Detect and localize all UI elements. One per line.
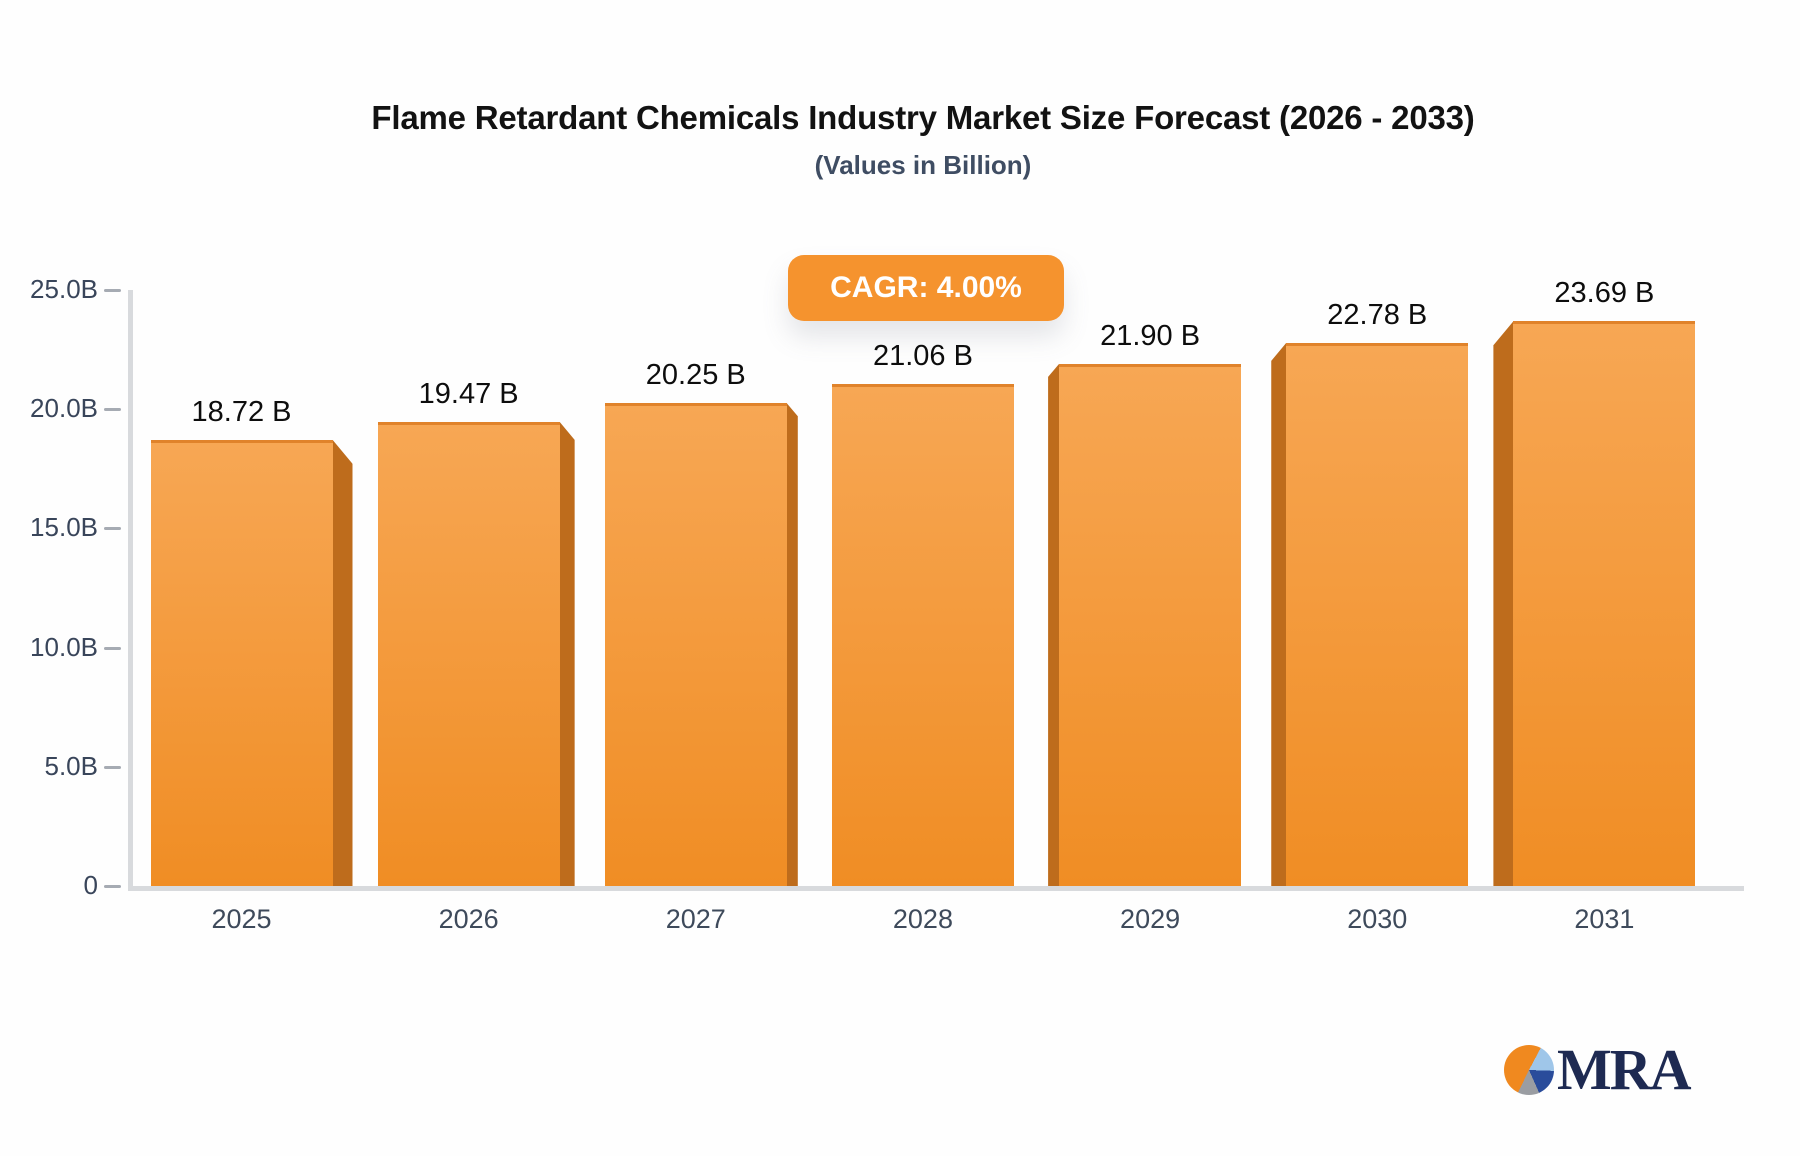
bar-value-label: 19.47 B: [418, 377, 519, 410]
y-tick-label: 0: [83, 870, 98, 900]
x-axis-category-label: 2025: [211, 904, 272, 934]
bar: [1513, 321, 1696, 886]
chart-header: Flame Retardant Chemicals Industry Marke…: [46, 98, 1800, 181]
y-tick-mark: [104, 408, 121, 412]
bar-3d-side: [1048, 363, 1060, 886]
bar-value-label: 21.90 B: [1100, 319, 1201, 352]
y-tick-mark: [104, 885, 121, 888]
bar: [150, 439, 333, 886]
y-tick-mark: [104, 289, 121, 292]
x-axis-line: [128, 886, 1744, 891]
bar: [377, 421, 560, 886]
bar-3d-side: [332, 439, 353, 886]
bar-3d-side: [1493, 321, 1514, 886]
bar-value-label: 23.69 B: [1554, 277, 1655, 310]
y-tick-mark: [104, 765, 121, 769]
brand-logo: MRA: [1504, 1037, 1692, 1102]
x-axis-category-label: 2029: [1120, 904, 1181, 934]
bar-value-label: 22.78 B: [1327, 298, 1428, 331]
y-tick-label: 10.0B: [30, 631, 98, 662]
x-axis-category-label: 2027: [665, 904, 726, 934]
bar-3d-side: [1271, 342, 1287, 886]
chart-subtitle: (Values in Billion): [814, 149, 1032, 180]
y-tick-mark: [104, 527, 121, 531]
x-axis-category-label: 2026: [438, 904, 499, 934]
chart-title: Flame Retardant Chemicals Industry Marke…: [371, 99, 1475, 136]
x-axis-category-label: 2028: [892, 904, 953, 934]
y-tick-label: 20.0B: [30, 393, 98, 424]
bar: [831, 383, 1014, 886]
y-tick-label: 15.0B: [30, 512, 98, 543]
y-axis-line: [128, 290, 133, 891]
bar-3d-side: [786, 403, 798, 886]
y-tick-label: 5.0B: [44, 750, 99, 781]
x-axis-category-label: 2031: [1574, 904, 1635, 934]
bar-3d-side: [559, 421, 575, 886]
y-tick-mark: [104, 646, 121, 650]
bar: [604, 403, 787, 886]
x-axis-category-label: 2030: [1347, 904, 1408, 934]
bar-value-label: 20.25 B: [645, 359, 746, 392]
bar-value-label: 21.06 B: [872, 339, 973, 372]
brand-logo-text: MRA: [1557, 1037, 1692, 1102]
bar-value-label: 18.72 B: [191, 395, 292, 428]
y-tick-label: 25.0B: [30, 274, 98, 304]
cagr-badge: CAGR: 4.00%: [788, 255, 1064, 321]
bar: [1059, 363, 1242, 886]
pie-chart-logo-icon: [1504, 1045, 1554, 1095]
bar: [1286, 342, 1469, 886]
